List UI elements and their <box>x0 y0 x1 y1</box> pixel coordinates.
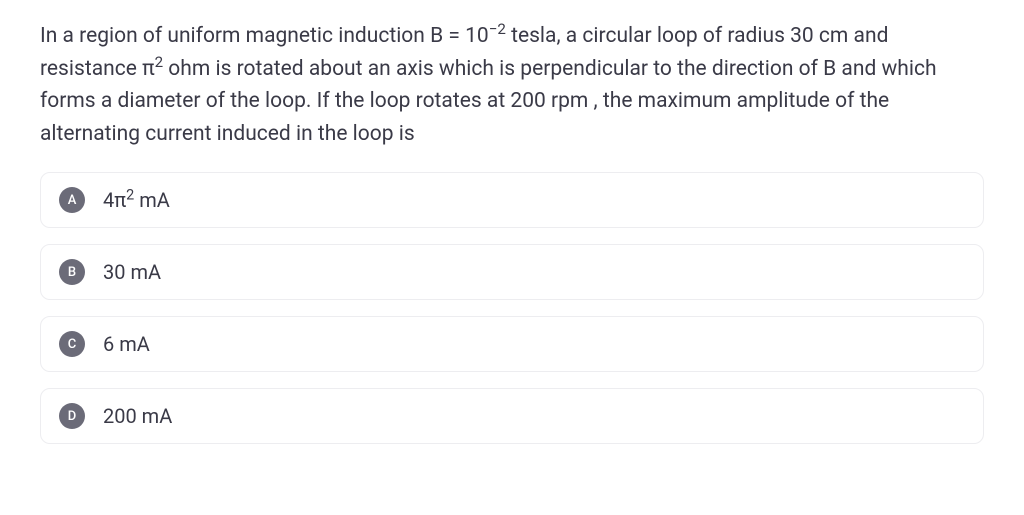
option-letter-badge: C <box>59 331 85 357</box>
question-part-1: In a region of uniform magnetic inductio… <box>40 24 489 48</box>
question-sup-1: −2 <box>489 20 506 38</box>
option-text-prefix: 6 mA <box>103 332 150 356</box>
option-letter-badge: B <box>59 259 85 285</box>
option-text: 6 mA <box>103 332 150 356</box>
option-text: 4π2 mA <box>103 188 170 212</box>
option-text-prefix: 4π <box>103 188 126 212</box>
option-text-prefix: 30 mA <box>103 260 161 284</box>
option-c[interactable]: C 6 mA <box>40 316 984 372</box>
option-text: 30 mA <box>103 260 161 284</box>
option-text-prefix: 200 mA <box>103 404 172 428</box>
question-text: In a region of uniform magnetic inductio… <box>40 20 984 150</box>
option-text: 200 mA <box>103 404 172 428</box>
option-letter-badge: A <box>59 187 85 213</box>
option-letter-badge: D <box>59 403 85 429</box>
question-part-3: ohm is rotated about an axis which is pe… <box>40 57 937 146</box>
option-text-suffix: mA <box>134 188 170 212</box>
question-sup-2: 2 <box>155 53 164 71</box>
options-list: A 4π2 mA B 30 mA C 6 mA D 200 mA <box>40 172 984 444</box>
option-a[interactable]: A 4π2 mA <box>40 172 984 228</box>
option-b[interactable]: B 30 mA <box>40 244 984 300</box>
option-d[interactable]: D 200 mA <box>40 388 984 444</box>
